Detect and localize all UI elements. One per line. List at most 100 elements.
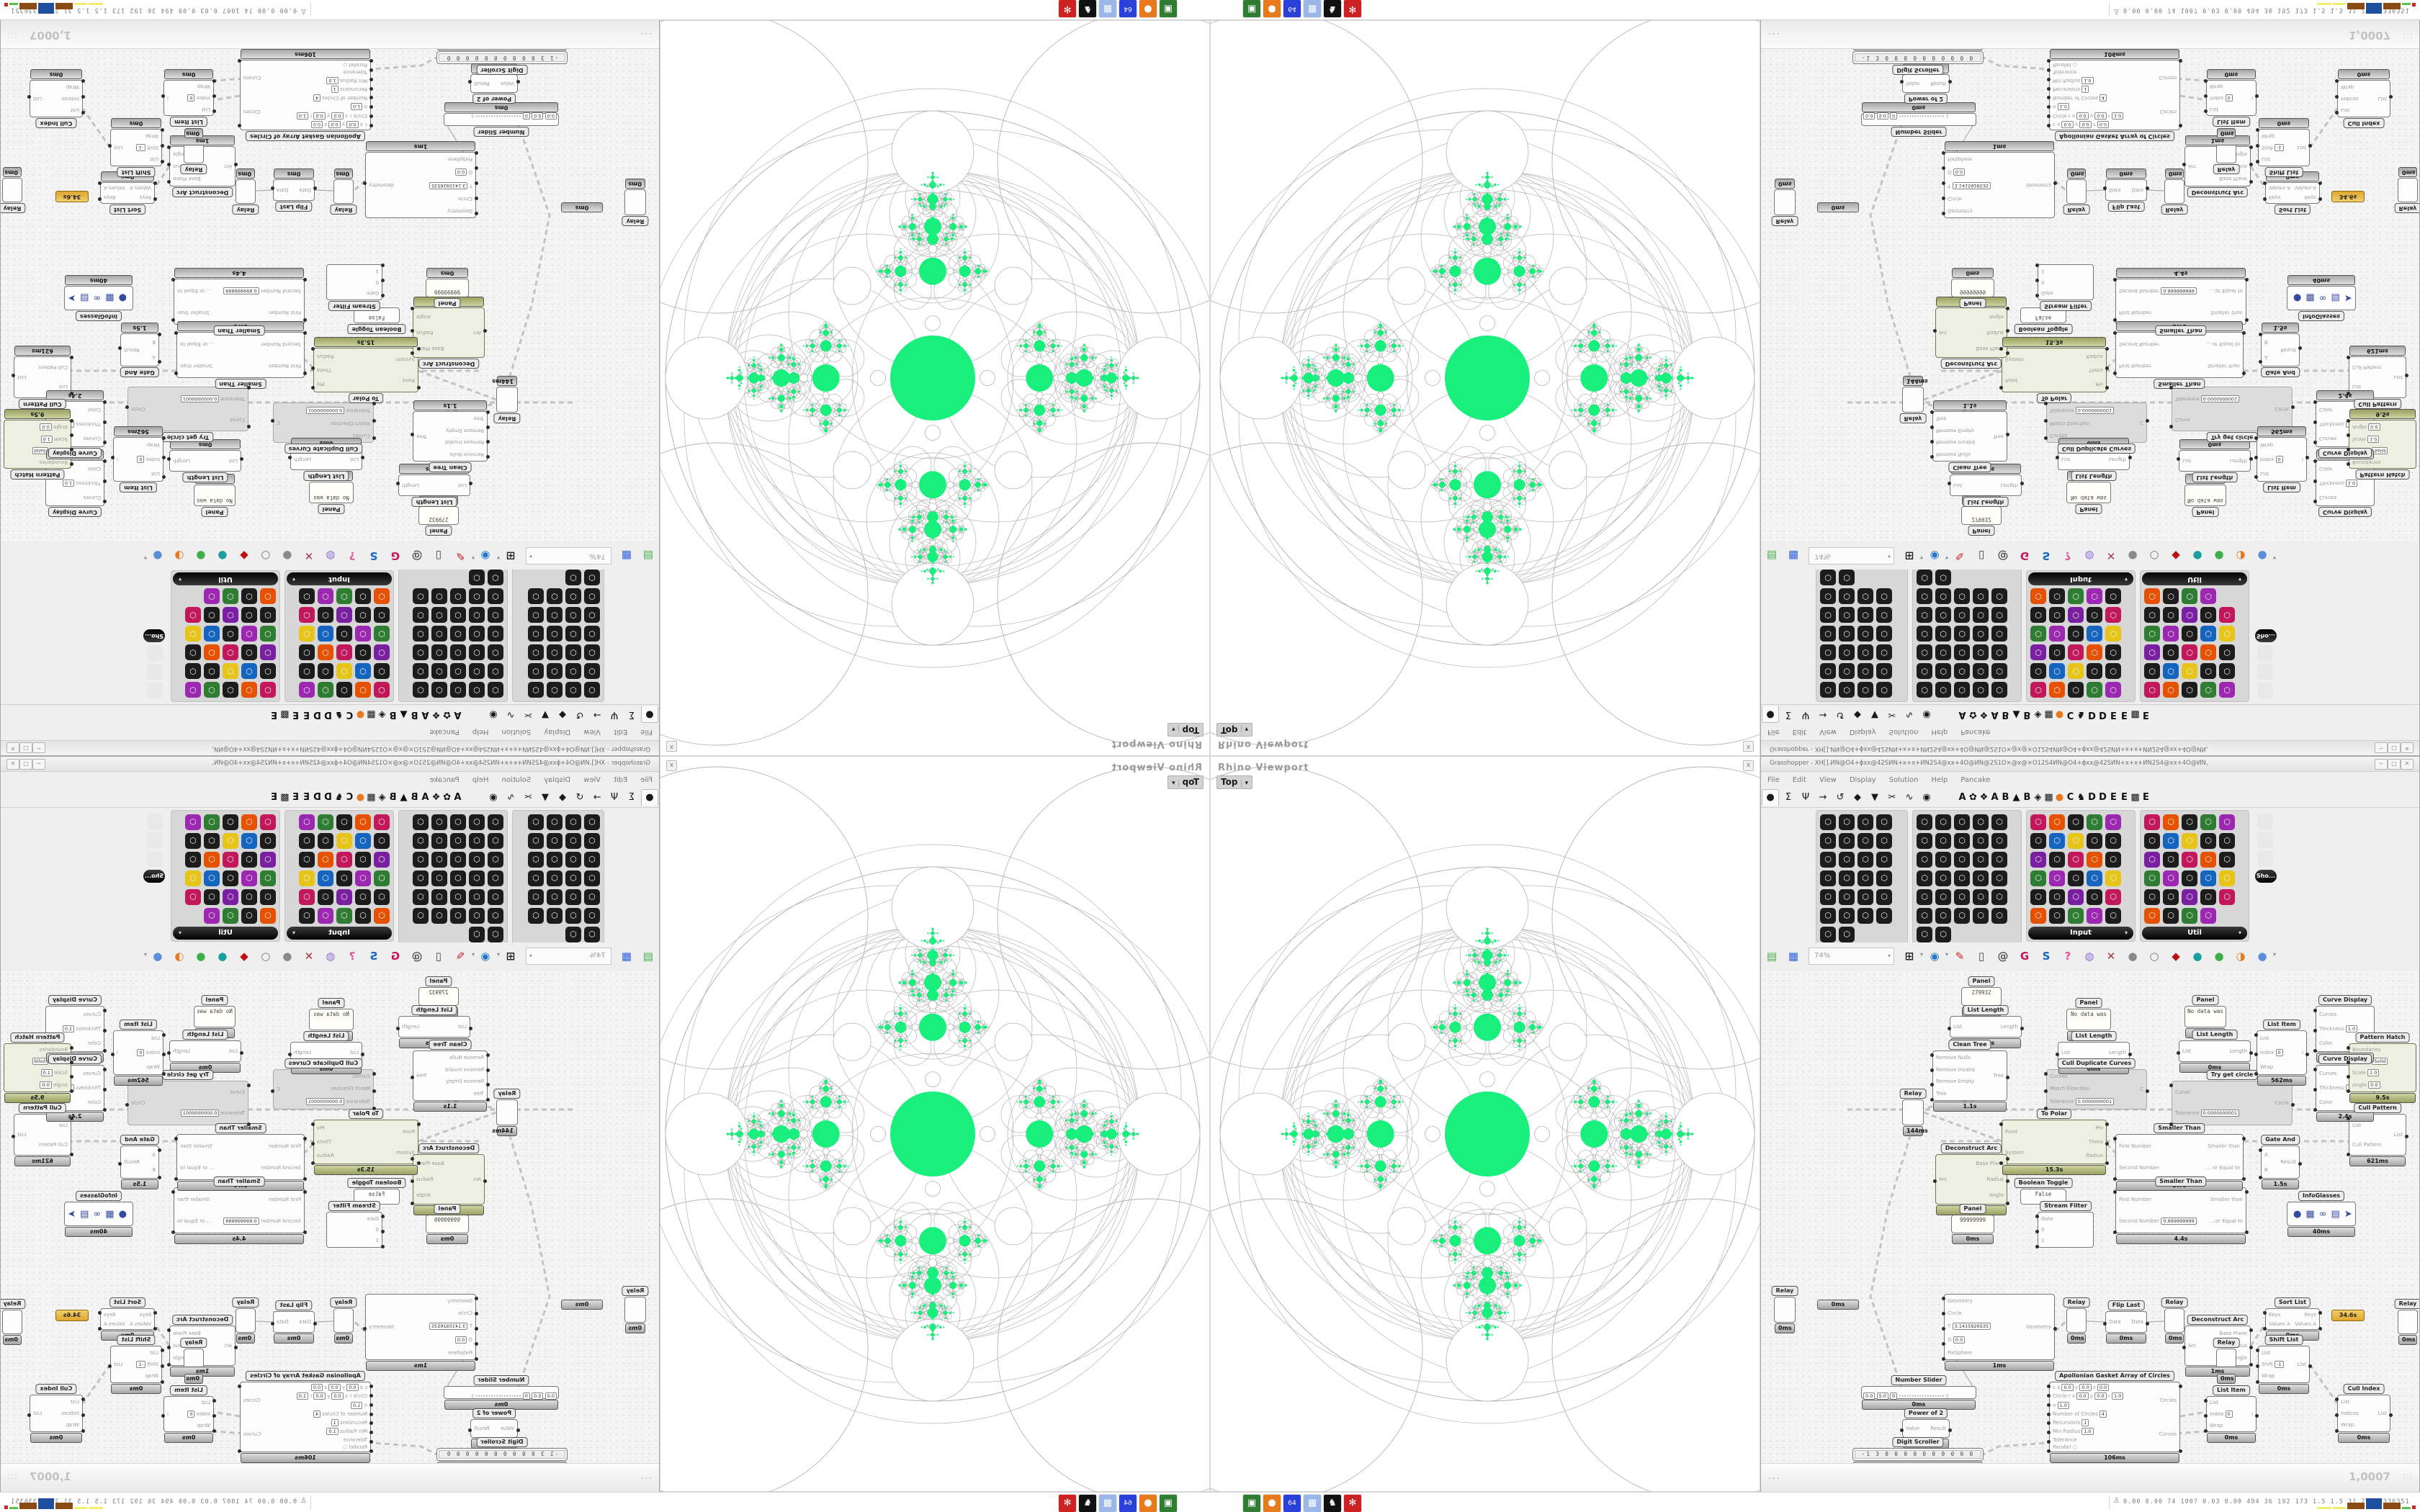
component-icon[interactable]: ⬡ xyxy=(2087,852,2102,868)
viewport-close-icon[interactable]: x xyxy=(1743,741,1754,752)
component-icon[interactable]: ⬡ xyxy=(2200,682,2216,698)
tab-plugin-10[interactable]: C xyxy=(2066,709,2074,720)
component-body[interactable]: A B Result xyxy=(2261,1146,2300,1179)
port-dot[interactable] xyxy=(2047,86,2051,91)
port-dot[interactable] xyxy=(2113,318,2117,322)
port-dot[interactable] xyxy=(2256,1364,2259,1368)
port-dot[interactable] xyxy=(1900,1428,1904,1432)
component-body[interactable]: 279932 xyxy=(1961,987,2002,1006)
component-icon[interactable]: ⬡ xyxy=(2030,644,2046,660)
component-icon[interactable]: ⬡ xyxy=(2030,588,2046,604)
component-icon[interactable]: ⬡ xyxy=(431,663,447,679)
gh-component[interactable]: Apollonian Gasket Array of Circles c x 0.… xyxy=(2047,1371,2182,1463)
tab-plugin-3[interactable]: A xyxy=(421,792,429,803)
port-dot[interactable] xyxy=(475,151,478,155)
value-chip[interactable]: 0.0 xyxy=(313,112,326,120)
menu-item-help[interactable]: Help xyxy=(1931,728,1948,736)
component-icon[interactable]: ⬡ xyxy=(2087,682,2102,698)
port-dot[interactable] xyxy=(212,1429,216,1433)
component-icon[interactable]: ⬡ xyxy=(565,814,581,830)
zoom-extents-icon[interactable]: ⊞ xyxy=(506,950,516,963)
warning-component[interactable]: 34.6s xyxy=(55,191,89,202)
port-dot[interactable] xyxy=(1942,197,1945,200)
component-icon[interactable]: ⬡ xyxy=(241,908,257,924)
port-dot[interactable] xyxy=(103,441,107,444)
component-icon[interactable]: ⬡ xyxy=(204,852,220,868)
port-dot[interactable] xyxy=(2313,1108,2317,1112)
port-dot[interactable] xyxy=(1942,1297,1945,1300)
component-icon[interactable]: ⬡ xyxy=(1876,588,1892,604)
value-chip[interactable]: 0.0 xyxy=(310,120,323,128)
component-icon[interactable]: ⬡ xyxy=(2049,833,2065,849)
tab-icon-8[interactable]: ∿ xyxy=(506,792,515,803)
black-cat-icon[interactable]: ♞ xyxy=(1078,1494,1097,1512)
component-icon[interactable]: ⬡ xyxy=(1973,607,1989,623)
tab-plugin-3[interactable]: A xyxy=(421,709,429,720)
component-icon[interactable]: ⬡ xyxy=(450,908,466,924)
tab-icon-7[interactable]: ✂ xyxy=(524,709,532,720)
component-icon[interactable]: ⬡ xyxy=(147,851,163,867)
component-body[interactable] xyxy=(496,387,518,413)
component-icon[interactable]: ⬡ xyxy=(2182,814,2197,830)
port-dot[interactable] xyxy=(167,1346,171,1349)
port-dot[interactable] xyxy=(2249,457,2253,461)
component-icon[interactable]: ⬡ xyxy=(2144,833,2160,849)
component-icon[interactable]: ⬡ xyxy=(1820,682,1836,698)
port-dot[interactable] xyxy=(2006,1202,2009,1205)
gh-component[interactable]: Apollonian Gasket Array of Circles c x 0.… xyxy=(238,1371,373,1463)
component-icon[interactable]: ⬡ xyxy=(1917,626,1932,642)
port-dot[interactable] xyxy=(2047,1393,2051,1398)
component-icon[interactable]: ⬡ xyxy=(528,644,544,660)
port-dot[interactable] xyxy=(2291,405,2295,409)
component-body[interactable]: Value Result xyxy=(1902,74,1950,93)
component-icon[interactable]: ⬡ xyxy=(469,927,485,942)
component-icon[interactable]: ⬡ xyxy=(2068,908,2084,924)
port-dot[interactable] xyxy=(2182,163,2186,166)
component-icon[interactable]: ⬡ xyxy=(1935,889,1951,905)
component-icon[interactable]: ⬡ xyxy=(241,626,257,642)
gh-component[interactable]: Relay 0ms xyxy=(2394,167,2419,213)
port-dot[interactable] xyxy=(2047,1440,2051,1444)
component-icon[interactable]: ⬡ xyxy=(2144,814,2160,830)
component-icon[interactable]: ⬡ xyxy=(1973,814,1989,830)
menu-item-edit[interactable]: Edit xyxy=(613,776,628,784)
port-dot[interactable] xyxy=(238,124,241,127)
component-icon[interactable]: ⬡ xyxy=(547,607,563,623)
viewport-close-icon[interactable]: x xyxy=(666,760,677,771)
gh-component[interactable]: To Polar Point System Phi Theta Radius 15.3s xyxy=(1999,1109,2109,1175)
menu-item-file[interactable]: File xyxy=(640,728,653,736)
gh-component[interactable]: 0ms xyxy=(1817,1300,1859,1310)
menu-item-display[interactable]: Display xyxy=(544,728,571,736)
port-dot[interactable] xyxy=(162,1072,166,1076)
port-dot[interactable] xyxy=(475,1297,478,1300)
gh-component[interactable]: Geometry Circle T 3.1415926535 O 0.0 FixSphe… xyxy=(1942,1294,2057,1371)
component-icon[interactable]: ⬡ xyxy=(431,644,447,660)
grasshopper-titlebar[interactable]: Grasshopper - XH[].ИN@O4+ϕxx@42SИN+x+x+И… xyxy=(1761,740,2419,755)
display-orange-icon[interactable]: ◑ xyxy=(174,950,184,963)
gh-component[interactable]: Try get circle Curve Tolerance 0.000000000… xyxy=(125,1070,251,1126)
gh-component[interactable]: Relay 0ms xyxy=(330,1297,357,1344)
component-icon[interactable]: ⬡ xyxy=(469,833,485,849)
gh-component[interactable]: Geometry Circle T 3.1415926535 O 0.0 FixSphe… xyxy=(1942,141,2057,218)
zoom-percent-dropdown[interactable]: 74% ▾ xyxy=(526,948,611,965)
component-icon[interactable]: ⬡ xyxy=(185,852,201,868)
port-dot[interactable] xyxy=(2047,1431,2051,1435)
at-box-icon[interactable]: @ xyxy=(411,549,423,562)
maximize-button[interactable]: □ xyxy=(2388,759,2401,770)
port-dot[interactable] xyxy=(2113,372,2117,375)
component-icon[interactable]: ⬡ xyxy=(2030,607,2046,623)
tab-plugin-6[interactable]: B xyxy=(389,792,397,803)
component-icon[interactable]: ⬡ xyxy=(185,644,201,660)
tab-plugin-15[interactable]: E xyxy=(2121,792,2128,803)
gh-component[interactable]: Clean Tree Remove Nulls Remove Invalid Remo… xyxy=(411,1040,490,1112)
component-icon[interactable]: ⬡ xyxy=(2219,833,2235,849)
port-dot[interactable] xyxy=(161,128,164,132)
port-dot[interactable] xyxy=(2006,1179,2009,1183)
port-dot[interactable] xyxy=(2245,278,2249,282)
infoglasses-buttons[interactable]: ●▦∞▤➤ xyxy=(63,1209,127,1220)
component-body[interactable]: -1 3 0 0 0 0 0 0 0 0 0 0 xyxy=(1852,51,1984,64)
component-icon[interactable]: ⬡ xyxy=(355,588,371,604)
component-icon[interactable]: ⬡ xyxy=(2200,663,2216,679)
